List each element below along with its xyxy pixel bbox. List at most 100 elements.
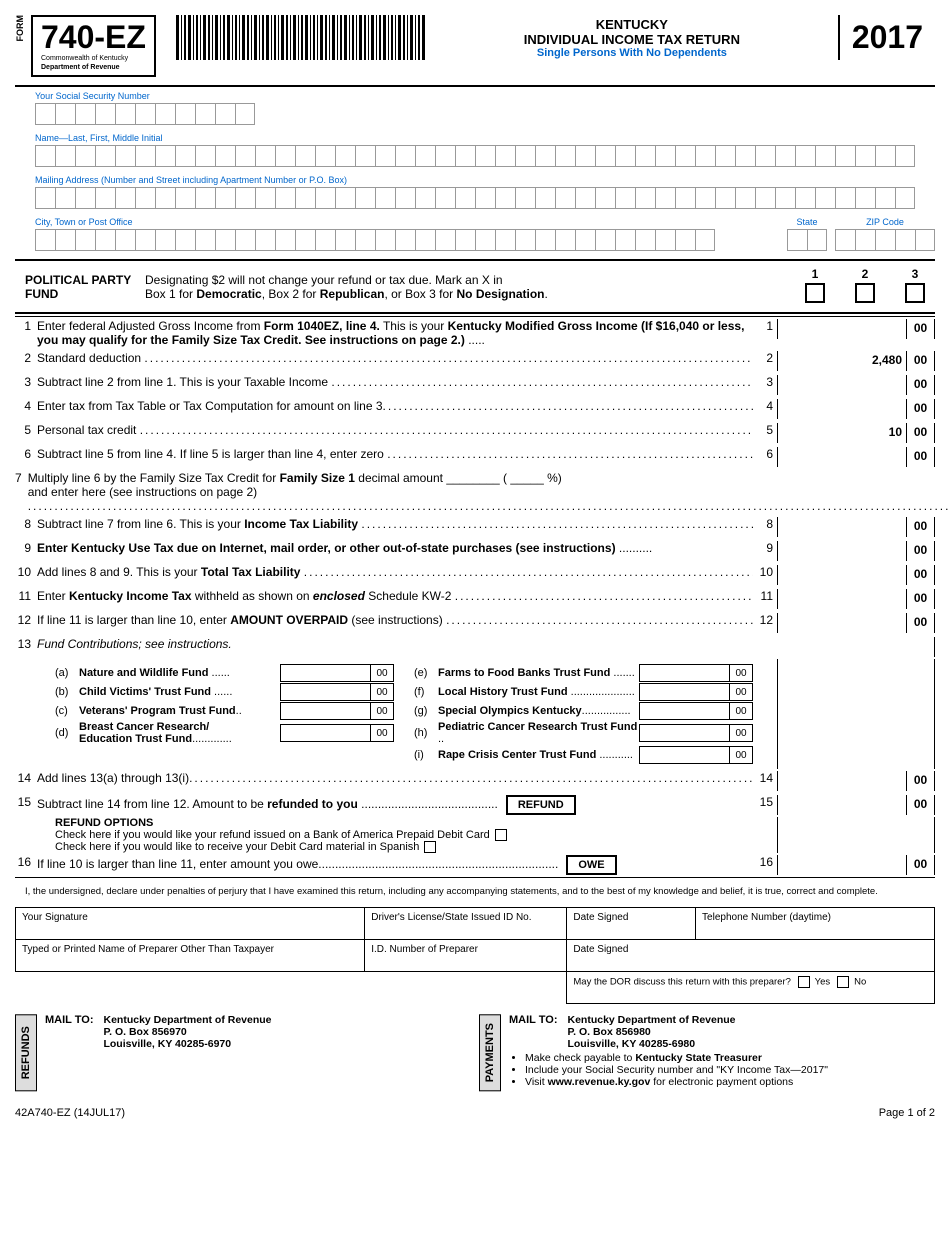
line-6-rnum: 6: [753, 447, 777, 461]
line-15-rnum: 15: [753, 795, 777, 809]
fund-a-c: 00: [370, 664, 394, 682]
line-15-num: 15: [15, 795, 37, 809]
fund-d-input[interactable]: [280, 724, 370, 742]
name-cells[interactable]: [35, 145, 935, 167]
line-7-text: Multiply line 6 by the Family Size Tax C…: [28, 471, 950, 513]
fund-e-input[interactable]: [639, 664, 729, 682]
line-10-amount[interactable]: [777, 565, 907, 585]
line-11-text: Enter Kentucky Income Tax withheld as sh…: [37, 589, 753, 603]
line-9-num: 9: [15, 541, 37, 555]
line-16-cents: 00: [907, 855, 935, 875]
zip-cells[interactable]: [835, 229, 935, 251]
line-2-rnum: 2: [753, 351, 777, 365]
discuss-no-checkbox[interactable]: [837, 976, 849, 988]
refund-options: REFUND OPTIONS Check here if you would l…: [15, 817, 753, 853]
ssn-cells[interactable]: [35, 103, 935, 125]
preparer-cell[interactable]: Typed or Printed Name of Preparer Other …: [16, 940, 365, 972]
name-label: Name—Last, First, Middle Initial: [35, 133, 935, 143]
line-12-cents: 00: [907, 613, 935, 633]
commonwealth: Commonwealth of Kentucky: [41, 55, 146, 62]
return-subtitle: Single Persons With No Dependents: [426, 47, 838, 59]
line-9-rnum: 9: [753, 541, 777, 555]
line-15-amount[interactable]: [777, 795, 907, 815]
declaration: I, the undersigned, declare under penalt…: [15, 878, 935, 905]
prepid-cell[interactable]: I.D. Number of Preparer: [365, 940, 567, 972]
fund-b-input[interactable]: [280, 683, 370, 701]
state-name: KENTUCKY: [426, 17, 838, 32]
refunds-addr1: Kentucky Department of Revenue: [103, 1014, 271, 1026]
refund-badge: REFUND: [506, 795, 576, 815]
line-8-amount[interactable]: [777, 517, 907, 537]
line-10-cents: 00: [907, 565, 935, 585]
line-4-num: 4: [15, 399, 37, 413]
refunds-addr3: Louisville, KY 40285-6970: [103, 1038, 231, 1050]
refunds-addr2: P. O. Box 856970: [103, 1026, 186, 1038]
payments-label: PAYMENTS: [479, 1014, 501, 1091]
fund-i-l: (i): [414, 749, 438, 761]
fund-c-input[interactable]: [280, 702, 370, 720]
line-12-amount[interactable]: [777, 613, 907, 633]
state-cells[interactable]: [787, 229, 827, 251]
payments-b1: Make check payable to Kentucky State Tre…: [525, 1052, 935, 1064]
barcode: [176, 15, 426, 60]
line-6-num: 6: [15, 447, 37, 461]
line-14-text: Add lines 13(a) through 13(i): [37, 771, 753, 785]
line-1-text: Enter federal Adjusted Gross Income from…: [37, 319, 753, 347]
line-9-amount[interactable]: [777, 541, 907, 561]
form-code: 42A740-EZ (14JUL17): [15, 1107, 125, 1119]
mail-section: REFUNDS MAIL TO: Kentucky Department of …: [15, 1014, 935, 1091]
form-label: FORM: [15, 15, 25, 42]
discuss-yes-checkbox[interactable]: [798, 976, 810, 988]
line-4-amount[interactable]: [777, 399, 907, 419]
line-8-num: 8: [15, 517, 37, 531]
form-header: FORM 740-EZ Commonwealth of Kentucky Dep…: [15, 15, 935, 87]
line-14-amount[interactable]: [777, 771, 907, 791]
fund-i-input[interactable]: [639, 746, 729, 764]
footer: 42A740-EZ (14JUL17) Page 1 of 2: [15, 1107, 935, 1119]
line-1-num: 1: [15, 319, 37, 333]
fund-h: Pediatric Cancer Research Trust Fund ..: [438, 721, 639, 745]
sig-cell[interactable]: Your Signature: [16, 908, 365, 940]
line-11-rnum: 11: [753, 589, 777, 603]
fund-e-l: (e): [414, 667, 438, 679]
phone-cell[interactable]: Telephone Number (daytime): [696, 908, 935, 940]
city-cells[interactable]: [35, 229, 779, 251]
line-1-amount[interactable]: [777, 319, 907, 339]
party-text1: Designating $2 will not change your refu…: [145, 273, 795, 287]
fund-h-input[interactable]: [639, 724, 729, 742]
date-cell[interactable]: Date Signed: [567, 908, 696, 940]
line-11-amount[interactable]: [777, 589, 907, 609]
fund-e: Farms to Food Banks Trust Fund .......: [438, 667, 639, 679]
refund-opt1-checkbox[interactable]: [495, 829, 507, 841]
payments-addr3: Louisville, KY 40285-6980: [567, 1038, 695, 1050]
line-15-cents: 00: [907, 795, 935, 815]
line-13-text: Fund Contributions; see instructions.: [37, 637, 753, 651]
line-6-amount[interactable]: [777, 447, 907, 467]
party-checkbox-2[interactable]: [855, 283, 875, 303]
fund-d: Breast Cancer Research/Education Trust F…: [79, 721, 280, 745]
fund-f-input[interactable]: [639, 683, 729, 701]
line-3-num: 3: [15, 375, 37, 389]
line-10-num: 10: [15, 565, 37, 579]
party-checkbox-1[interactable]: [805, 283, 825, 303]
party-label: POLITICAL PARTY FUND: [15, 273, 135, 301]
fund-a-input[interactable]: [280, 664, 370, 682]
line-8-cents: 00: [907, 517, 935, 537]
payments-addr2: P. O. Box 856980: [567, 1026, 650, 1038]
line-1-rnum: 1: [753, 319, 777, 333]
line-4-rnum: 4: [753, 399, 777, 413]
line-3-rnum: 3: [753, 375, 777, 389]
date2-cell[interactable]: Date Signed: [567, 940, 935, 972]
ssn-field: Your Social Security Number: [35, 91, 935, 125]
party-checkbox-3[interactable]: [905, 283, 925, 303]
address-cells[interactable]: [35, 187, 935, 209]
fund-h-l: (h): [414, 727, 438, 739]
dl-cell[interactable]: Driver's License/State Issued ID No.: [365, 908, 567, 940]
line-16-amount[interactable]: [777, 855, 907, 875]
refund-opt2-checkbox[interactable]: [424, 841, 436, 853]
fund-i-c: 00: [729, 746, 753, 764]
fund-g-input[interactable]: [639, 702, 729, 720]
payments-addr1: Kentucky Department of Revenue: [567, 1014, 735, 1026]
fund-b-c: 00: [370, 683, 394, 701]
line-3-amount[interactable]: [777, 375, 907, 395]
